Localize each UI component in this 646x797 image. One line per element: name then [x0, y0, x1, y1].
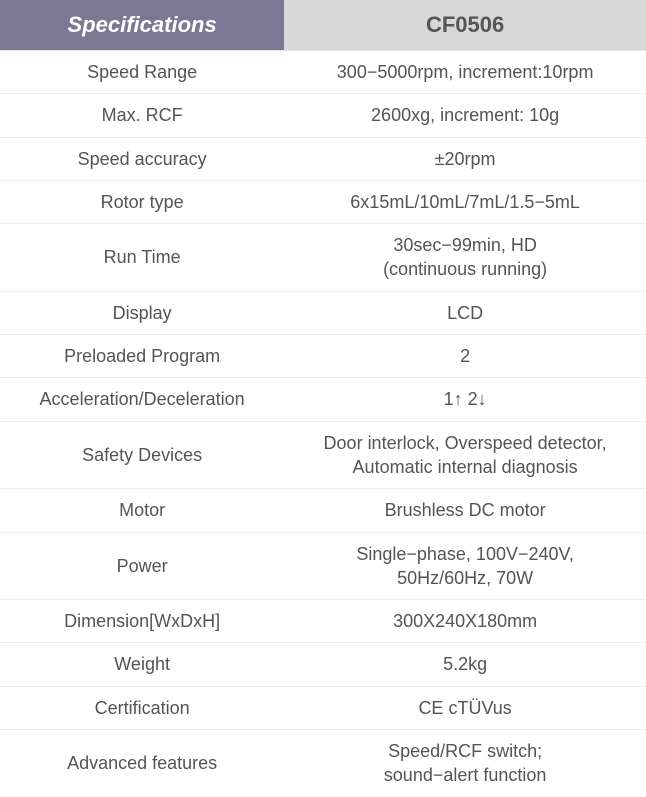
- spec-label: Speed Range: [0, 51, 284, 94]
- spec-label: Advanced features: [0, 730, 284, 797]
- specifications-table: Specifications CF0506 Speed Range300−500…: [0, 0, 646, 797]
- spec-label: Motor: [0, 489, 284, 532]
- spec-value: Door interlock, Overspeed detector,Autom…: [284, 421, 646, 489]
- table-row: Advanced featuresSpeed/RCF switch;sound−…: [0, 730, 646, 797]
- spec-label: Acceleration/Deceleration: [0, 378, 284, 421]
- header-specifications: Specifications: [0, 0, 284, 51]
- spec-value: 2: [284, 335, 646, 378]
- spec-value: 2600xg, increment: 10g: [284, 94, 646, 137]
- table-row: Safety DevicesDoor interlock, Overspeed …: [0, 421, 646, 489]
- spec-label: Run Time: [0, 224, 284, 292]
- table-row: Speed Range300−5000rpm, increment:10rpm: [0, 51, 646, 94]
- spec-label: Power: [0, 532, 284, 600]
- spec-label: Dimension[WxDxH]: [0, 600, 284, 643]
- table-row: DisplayLCD: [0, 291, 646, 334]
- spec-label: Max. RCF: [0, 94, 284, 137]
- table-row: Run Time30sec−99min, HD(continuous runni…: [0, 224, 646, 292]
- table-row: Max. RCF2600xg, increment: 10g: [0, 94, 646, 137]
- spec-label: Rotor type: [0, 180, 284, 223]
- spec-value: Brushless DC motor: [284, 489, 646, 532]
- table-body: Speed Range300−5000rpm, increment:10rpm …: [0, 51, 646, 797]
- header-model: CF0506: [284, 0, 646, 51]
- spec-value: 5.2kg: [284, 643, 646, 686]
- spec-value: Speed/RCF switch;sound−alert function: [284, 730, 646, 797]
- spec-value: Single−phase, 100V−240V,50Hz/60Hz, 70W: [284, 532, 646, 600]
- spec-value: 6x15mL/10mL/7mL/1.5−5mL: [284, 180, 646, 223]
- table-row: Weight5.2kg: [0, 643, 646, 686]
- table-row: MotorBrushless DC motor: [0, 489, 646, 532]
- table-row: Dimension[WxDxH]300X240X180mm: [0, 600, 646, 643]
- table-row: CertificationCE cTÜVus: [0, 686, 646, 729]
- spec-label: Safety Devices: [0, 421, 284, 489]
- spec-label: Display: [0, 291, 284, 334]
- spec-label: Weight: [0, 643, 284, 686]
- table-row: Acceleration/Deceleration1↑ 2↓: [0, 378, 646, 421]
- spec-label: Preloaded Program: [0, 335, 284, 378]
- table-row: PowerSingle−phase, 100V−240V,50Hz/60Hz, …: [0, 532, 646, 600]
- spec-value: 300−5000rpm, increment:10rpm: [284, 51, 646, 94]
- spec-value: 300X240X180mm: [284, 600, 646, 643]
- spec-value: 30sec−99min, HD(continuous running): [284, 224, 646, 292]
- table-header-row: Specifications CF0506: [0, 0, 646, 51]
- spec-value: LCD: [284, 291, 646, 334]
- spec-label: Certification: [0, 686, 284, 729]
- spec-value: ±20rpm: [284, 137, 646, 180]
- table-row: Speed accuracy±20rpm: [0, 137, 646, 180]
- table-row: Preloaded Program2: [0, 335, 646, 378]
- spec-value: 1↑ 2↓: [284, 378, 646, 421]
- table-row: Rotor type6x15mL/10mL/7mL/1.5−5mL: [0, 180, 646, 223]
- spec-label: Speed accuracy: [0, 137, 284, 180]
- spec-value: CE cTÜVus: [284, 686, 646, 729]
